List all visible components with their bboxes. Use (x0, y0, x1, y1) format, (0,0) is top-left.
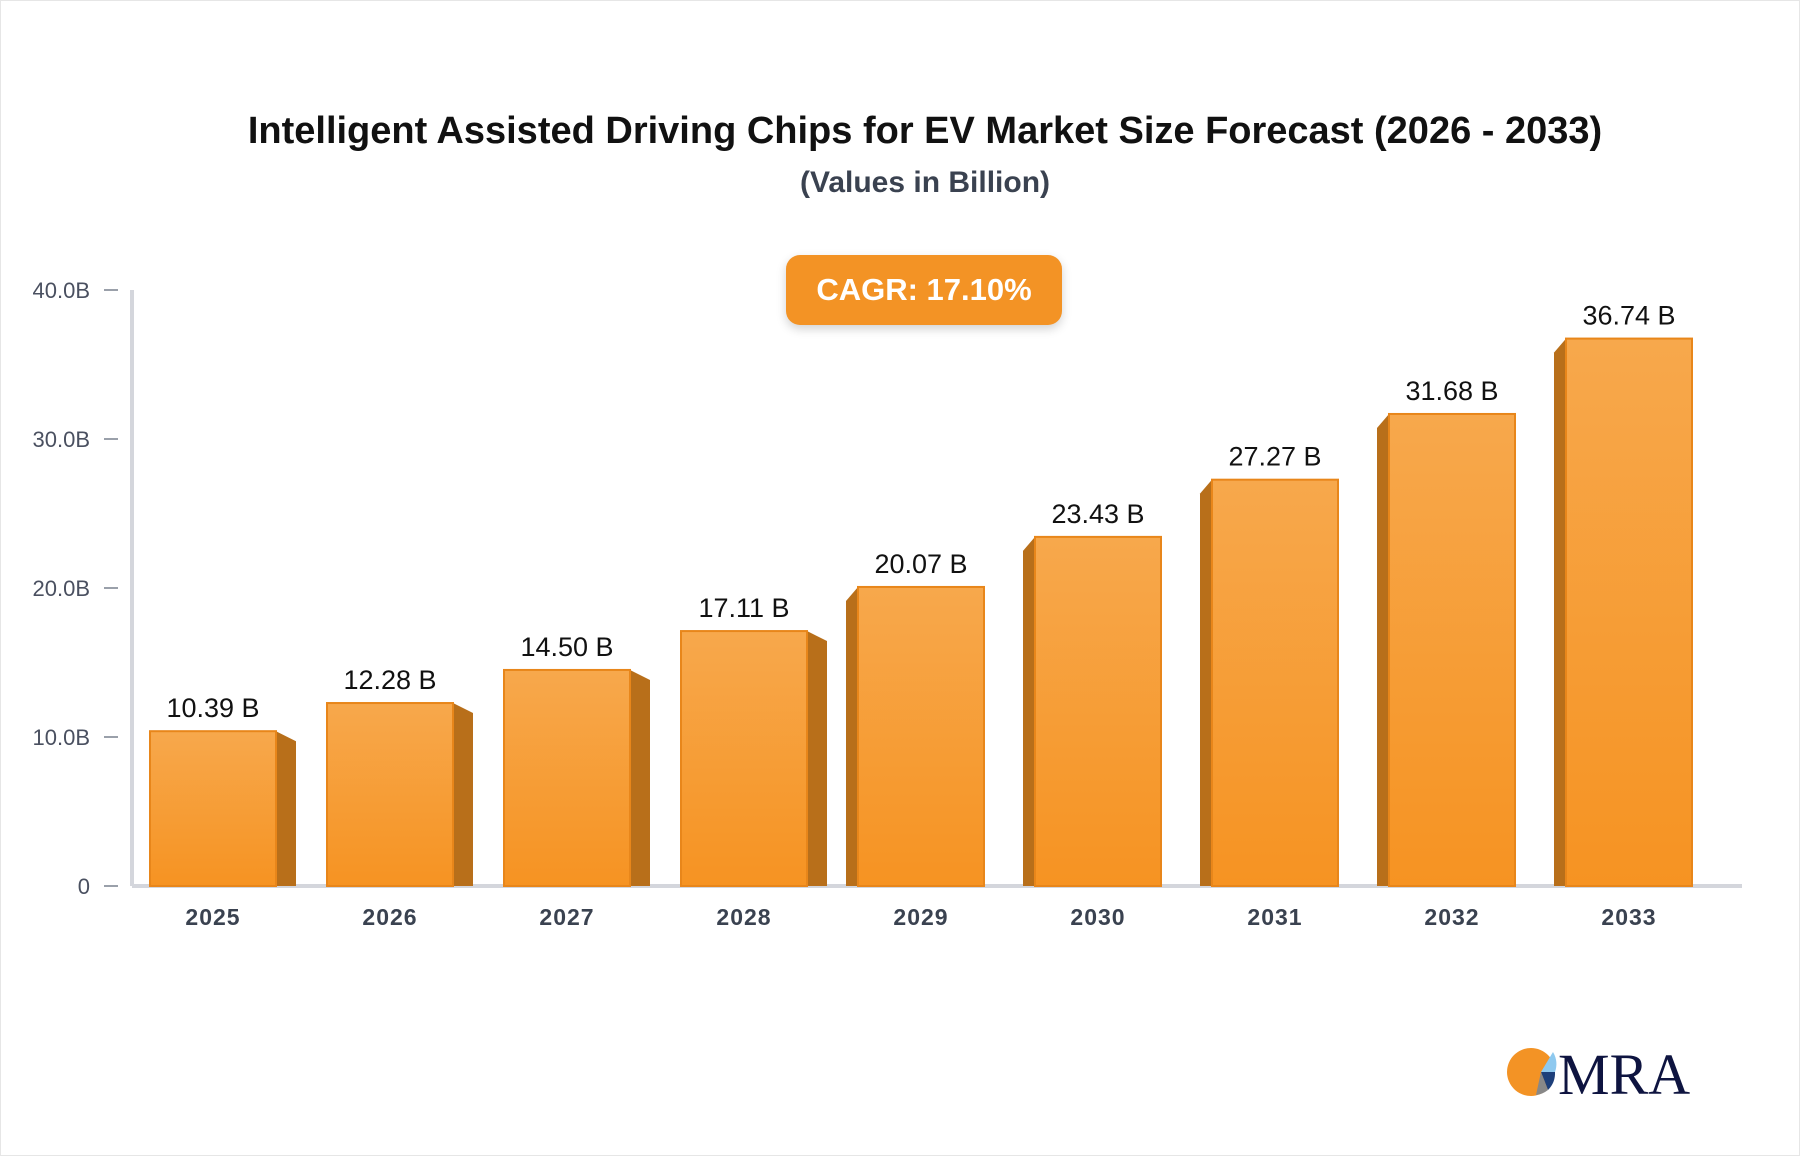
bar (680, 630, 808, 887)
x-tick-label: 2025 (185, 904, 240, 930)
x-tick-label: 2031 (1247, 904, 1302, 930)
x-tick-label: 2029 (893, 904, 948, 930)
data-label: 10.39 B (166, 693, 259, 723)
bar-side (1023, 536, 1035, 886)
y-tick-label: 10.0B (33, 725, 91, 750)
bar-side (276, 731, 296, 886)
bar-side (807, 631, 827, 886)
y-tick-label: 20.0B (33, 576, 91, 601)
bar-side (453, 703, 473, 886)
chart-title: Intelligent Assisted Driving Chips for E… (247, 110, 1603, 152)
x-tick-label: 2032 (1424, 904, 1479, 930)
bar (857, 585, 985, 887)
y-tick-label: 30.0B (33, 427, 91, 452)
x-tick-label: 2033 (1601, 904, 1656, 930)
bar (1034, 535, 1162, 887)
bar (1388, 412, 1516, 887)
y-tick-label: 0 (78, 874, 90, 899)
x-tick-label: 2028 (716, 904, 771, 930)
bar-side (1200, 479, 1212, 886)
bar (503, 668, 631, 888)
bar-side (1377, 413, 1389, 886)
data-label: 36.74 B (1582, 301, 1675, 331)
x-tick-label: 2027 (539, 904, 594, 930)
mra-logo: MRA (1506, 1040, 1696, 1100)
bar (1211, 478, 1339, 887)
bar-side (630, 669, 650, 886)
bar-side (1554, 338, 1566, 887)
logo-text: MRA (1558, 1042, 1690, 1100)
data-label: 20.07 B (874, 549, 967, 579)
data-label: 27.27 B (1228, 442, 1321, 472)
bar (149, 730, 277, 888)
bar-side (846, 586, 858, 886)
data-label: 17.11 B (698, 593, 789, 623)
y-tick-label: 40.0B (33, 278, 91, 303)
data-label: 14.50 B (520, 632, 613, 662)
cagr-badge: CAGR: 17.10% (786, 255, 1062, 325)
x-tick-label: 2026 (362, 904, 417, 930)
data-label: 23.43 B (1051, 499, 1144, 529)
data-label: 12.28 B (343, 665, 436, 695)
data-label: 31.68 B (1405, 376, 1498, 406)
bar (1565, 337, 1693, 888)
bar (326, 702, 454, 888)
chart-subtitle: (Values in Billion) (799, 166, 1051, 199)
x-tick-label: 2030 (1070, 904, 1125, 930)
